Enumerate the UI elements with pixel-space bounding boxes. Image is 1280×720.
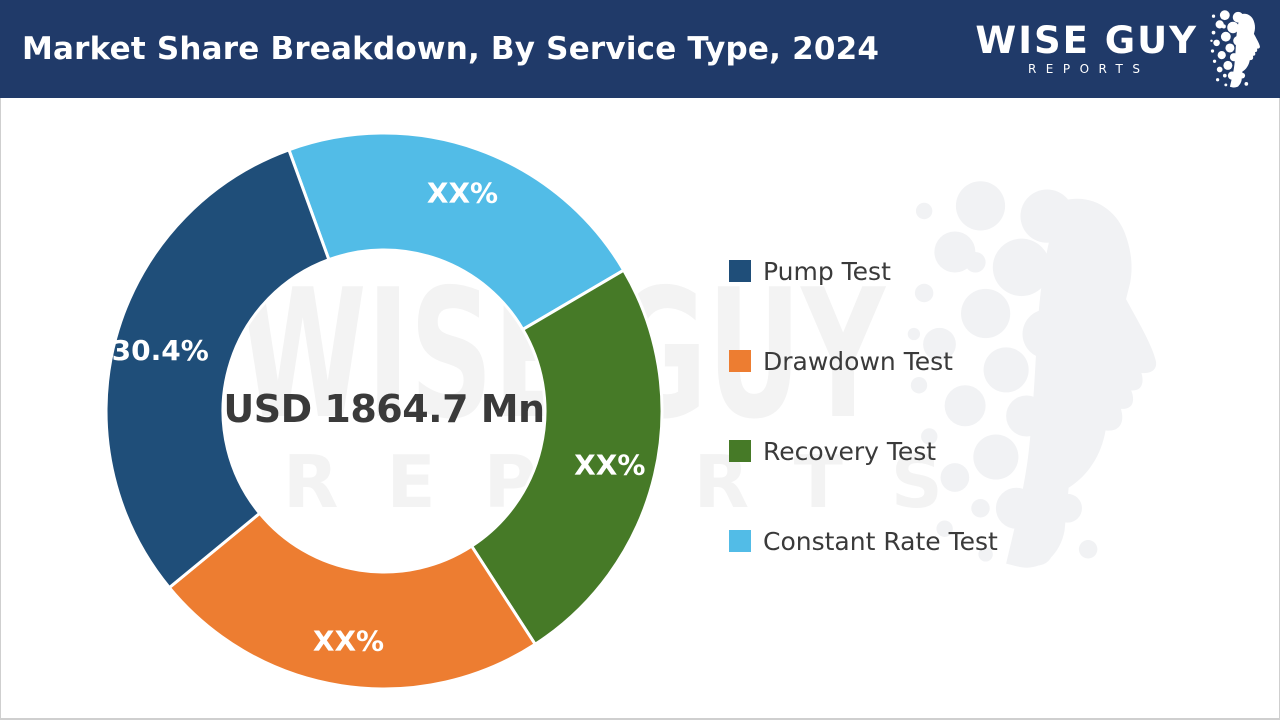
donut-segment-drawdown-test bbox=[167, 511, 538, 691]
segment-value-label-pump-test: 30.4% bbox=[112, 334, 209, 367]
chart-center-value: USD 1864.7 Mn bbox=[223, 387, 545, 431]
logo-face-icon bbox=[1210, 10, 1260, 88]
logo-wordmark: WISE GUY bbox=[975, 19, 1198, 62]
legend-item-recovery-test: Recovery Test bbox=[729, 436, 998, 466]
wiseguy-logo: WISE GUY REPORTS bbox=[975, 8, 1264, 90]
header: Market Share Breakdown, By Service Type,… bbox=[0, 0, 1280, 98]
legend-item-pump-test: Pump Test bbox=[729, 256, 998, 286]
legend-item-drawdown-test: Drawdown Test bbox=[729, 346, 998, 376]
segment-value-label-constant-rate-test: XX% bbox=[427, 177, 498, 210]
donut-segment-recovery-test bbox=[469, 268, 664, 647]
legend-swatch bbox=[729, 260, 751, 282]
page-title: Market Share Breakdown, By Service Type,… bbox=[22, 31, 880, 67]
legend-swatch bbox=[729, 530, 751, 552]
watermark-face-icon bbox=[907, 181, 1157, 568]
logo-subtitle: REPORTS bbox=[1027, 62, 1150, 76]
chart-area: WISE GUY REPORTS XX%XX%XX%30.4% USD 1864… bbox=[0, 98, 1280, 720]
segment-value-label-drawdown-test: XX% bbox=[313, 624, 384, 657]
segment-value-label-recovery-test: XX% bbox=[574, 448, 645, 481]
legend-item-constant-rate-test: Constant Rate Test bbox=[729, 526, 998, 556]
legend: Pump Test Drawdown Test Recovery Test Const… bbox=[729, 256, 998, 618]
logo-text: WISE GUY REPORTS bbox=[975, 22, 1198, 76]
donut-segment-pump-test bbox=[104, 147, 331, 590]
legend-swatch bbox=[729, 350, 751, 372]
legend-swatch bbox=[729, 440, 751, 462]
legend-label: Pump Test bbox=[763, 256, 891, 286]
donut-segment-constant-rate-test bbox=[286, 131, 626, 332]
legend-label: Recovery Test bbox=[763, 436, 937, 466]
donut-chart: XX% XX% XX% 30.4% bbox=[104, 131, 664, 691]
legend-label: Drawdown Test bbox=[763, 346, 953, 376]
legend-label: Constant Rate Test bbox=[763, 526, 998, 556]
